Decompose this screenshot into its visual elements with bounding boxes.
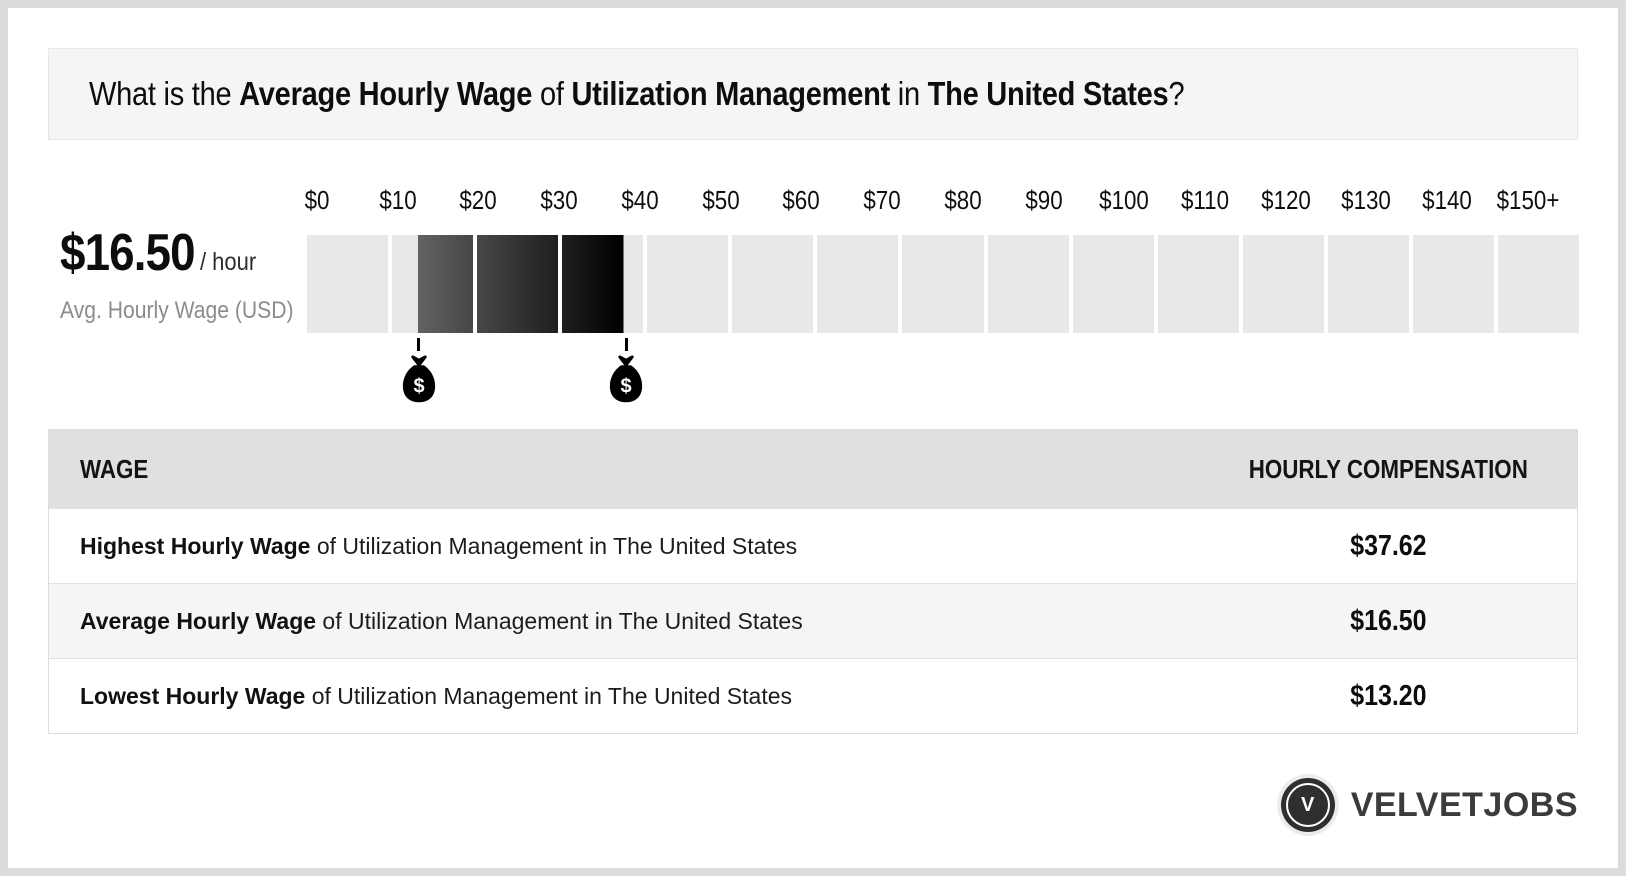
wage-table: WAGE HOURLY COMPENSATION Highest Hourly … bbox=[48, 429, 1578, 734]
bar-segment bbox=[1327, 235, 1409, 333]
axis-tick-label: $150+ bbox=[1491, 185, 1564, 216]
hourly-compensation-value: $37.62 bbox=[1349, 529, 1427, 562]
wage-description: Average Hourly Wage of Utilization Manag… bbox=[80, 608, 803, 634]
wage-description: Highest Hourly Wage of Utilization Manag… bbox=[80, 533, 797, 559]
average-wage-caption: Avg. Hourly Wage (USD) bbox=[60, 297, 294, 324]
axis-tick-label: $140 bbox=[1418, 185, 1476, 216]
bar-segment bbox=[1157, 235, 1239, 333]
svg-text:$: $ bbox=[620, 375, 631, 397]
average-wage-block: $16.50/ hour Avg. Hourly Wage (USD) bbox=[60, 223, 310, 325]
column-header-hourly-compensation: HOURLY COMPENSATION bbox=[1248, 453, 1528, 484]
marker-tick bbox=[417, 338, 421, 351]
axis-tick-label: $0 bbox=[303, 185, 332, 216]
bar-segment bbox=[392, 235, 474, 333]
bar-segment bbox=[987, 235, 1069, 333]
axis-tick-label: $130 bbox=[1338, 185, 1396, 216]
velvetjobs-logo-icon: V bbox=[1280, 778, 1335, 832]
brand-name: VELVETJOBS bbox=[1350, 785, 1578, 824]
bar-segment bbox=[902, 235, 984, 333]
table-row: Average Hourly Wage of Utilization Manag… bbox=[49, 583, 1577, 658]
axis-tick-label: $40 bbox=[618, 185, 661, 216]
axis-tick-label-text: $50 bbox=[701, 185, 740, 215]
table-header-row: WAGE HOURLY COMPENSATION bbox=[49, 430, 1577, 508]
page-title: What is the Average Hourly Wage of Utili… bbox=[89, 75, 1185, 113]
axis-tick-label: $30 bbox=[537, 185, 580, 216]
axis-tick-label-text: $150+ bbox=[1496, 185, 1560, 215]
axis-tick-label-text: $140 bbox=[1422, 185, 1473, 215]
axis-tick-labels: $0 $10 $20 $30 $40 $50 $60 $70 $80 $90 $100 $110 $12… bbox=[305, 185, 1579, 216]
low-wage-marker: $ bbox=[397, 338, 441, 405]
title-segment: Average Hourly Wage bbox=[239, 75, 533, 112]
bar-segment bbox=[477, 235, 559, 333]
title-segment: Utilization Management bbox=[571, 75, 890, 112]
axis-tick-label-text: $20 bbox=[459, 185, 498, 215]
footer: V VELVETJOBS bbox=[48, 774, 1578, 836]
wage-description-bold: Lowest Hourly Wage bbox=[80, 682, 306, 709]
column-header-wage: WAGE bbox=[80, 453, 149, 484]
wage-description-rest: of Utilization Management in The United … bbox=[305, 682, 793, 709]
high-wage-marker: $ bbox=[604, 338, 648, 405]
infographic-card: What is the Average Hourly Wage of Utili… bbox=[8, 8, 1618, 868]
wage-bar-area: $0 $10 $20 $30 $40 $50 $60 $70 $80 $90 $100 $110 $12… bbox=[305, 185, 1579, 405]
wage-description-bold: Average Hourly Wage bbox=[80, 607, 317, 634]
axis-tick-label: $60 bbox=[780, 185, 823, 216]
axis-tick-label-text: $60 bbox=[782, 185, 821, 215]
average-wage-amount: $16.50 bbox=[60, 224, 196, 282]
wage-description-rest: of Utilization Management in The United … bbox=[316, 607, 803, 634]
title-box: What is the Average Hourly Wage of Utili… bbox=[48, 48, 1578, 140]
per-hour-label: / hour bbox=[199, 248, 257, 276]
logo-letter: V bbox=[1301, 793, 1315, 816]
axis-tick-label-text: $40 bbox=[621, 185, 659, 215]
wage-scale-chart: $16.50/ hour Avg. Hourly Wage (USD) $0 $1… bbox=[48, 185, 1579, 405]
money-bag-icon: $ bbox=[400, 351, 438, 405]
table-row: Lowest Hourly Wage of Utilization Manage… bbox=[49, 658, 1577, 733]
title-segment: in bbox=[889, 75, 928, 112]
bar-segment bbox=[1497, 235, 1579, 333]
title-segment: of bbox=[532, 75, 572, 112]
axis-tick-label: $10 bbox=[376, 185, 419, 216]
axis-tick-label-text: $110 bbox=[1180, 185, 1230, 215]
bar-segment bbox=[1242, 235, 1324, 333]
axis-tick-label-text: $70 bbox=[863, 185, 901, 215]
axis-tick-label: $80 bbox=[941, 185, 984, 216]
hourly-compensation-value: $13.20 bbox=[1349, 679, 1427, 712]
bar-segment bbox=[1072, 235, 1154, 333]
axis-tick-label: $50 bbox=[699, 185, 742, 216]
hourly-compensation-value: $16.50 bbox=[1349, 604, 1427, 637]
axis-tick-label: $120 bbox=[1257, 185, 1315, 216]
table-row: Highest Hourly Wage of Utilization Manag… bbox=[49, 508, 1577, 583]
axis-tick-label-text: $120 bbox=[1260, 185, 1311, 215]
wage-description-bold: Highest Hourly Wage bbox=[80, 532, 311, 559]
wage-description: Lowest Hourly Wage of Utilization Manage… bbox=[80, 683, 792, 709]
axis-tick-label: $70 bbox=[860, 185, 903, 216]
bar-segment bbox=[817, 235, 899, 333]
axis-tick-label-text: $80 bbox=[944, 185, 982, 215]
svg-text:$: $ bbox=[413, 375, 424, 397]
axis-tick-label-text: $0 bbox=[304, 185, 330, 215]
wage-bar bbox=[307, 235, 1579, 333]
axis-tick-label: $100 bbox=[1095, 185, 1153, 216]
money-bag-icon: $ bbox=[607, 351, 645, 405]
axis-tick-label-text: $10 bbox=[379, 185, 417, 215]
axis-tick-label: $110 bbox=[1177, 185, 1233, 216]
title-segment: The United States bbox=[927, 75, 1169, 112]
title-segment: What is the bbox=[89, 75, 240, 112]
bar-segment bbox=[562, 235, 644, 333]
bar-segment bbox=[732, 235, 814, 333]
axis-tick-label-text: $130 bbox=[1341, 185, 1392, 215]
axis-tick-label: $20 bbox=[457, 185, 500, 216]
marker-tick bbox=[624, 338, 628, 351]
axis-tick-label: $90 bbox=[1022, 185, 1065, 216]
axis-tick-label-text: $90 bbox=[1024, 185, 1063, 215]
bar-segment bbox=[647, 235, 729, 333]
axis-tick-label-text: $100 bbox=[1099, 185, 1150, 215]
title-segment: ? bbox=[1168, 75, 1185, 112]
bar-segment bbox=[307, 235, 389, 333]
wage-description-rest: of Utilization Management in The United … bbox=[310, 532, 798, 559]
logo-ring: V bbox=[1285, 783, 1330, 827]
axis-tick-label-text: $30 bbox=[540, 185, 578, 215]
bar-segment bbox=[1412, 235, 1494, 333]
